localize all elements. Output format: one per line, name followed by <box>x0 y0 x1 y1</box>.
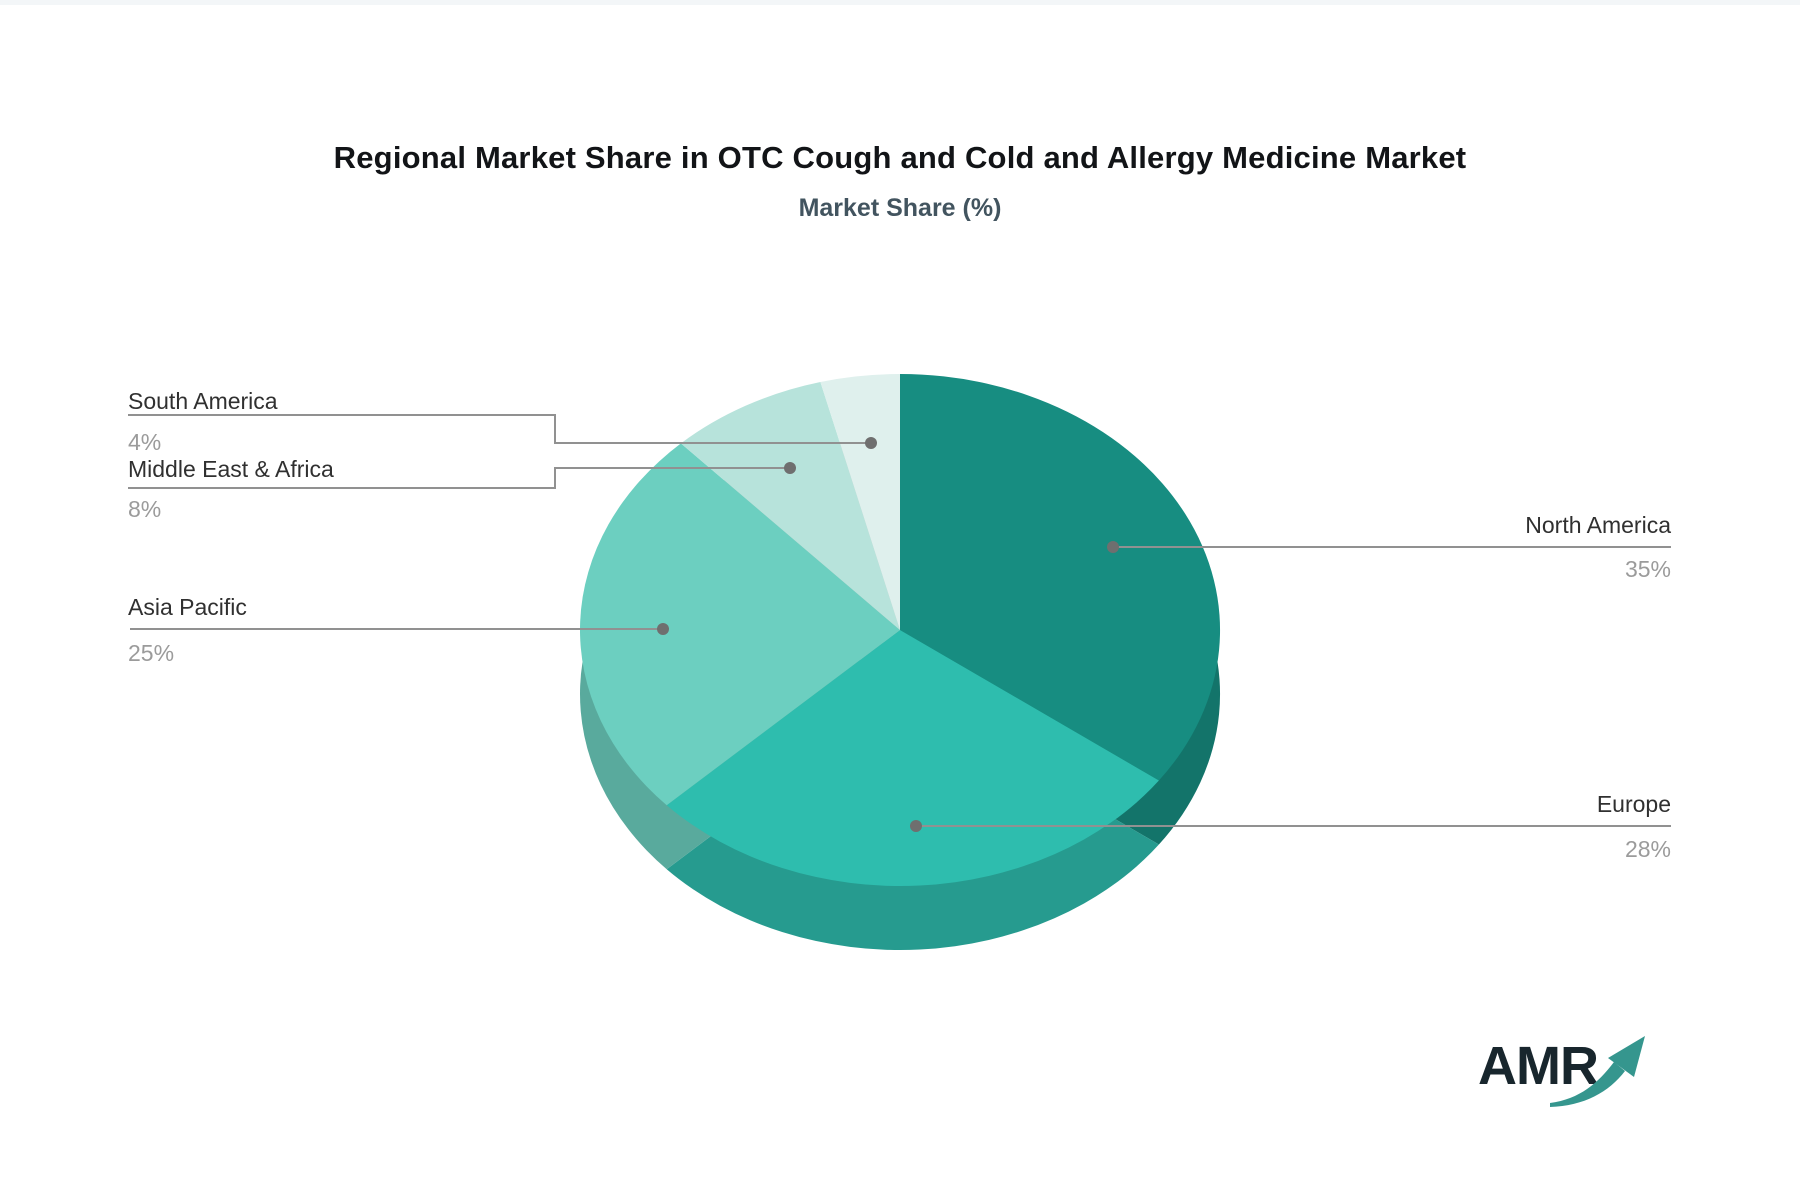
callout-label: North America <box>1525 512 1671 538</box>
leader-dot-asia-pacific <box>657 623 669 635</box>
callout-lines <box>128 414 1671 827</box>
callout-value: 8% <box>128 496 162 522</box>
callout-north-america-value: 35% <box>1625 556 1671 583</box>
pie-slice-europe <box>666 630 1159 887</box>
chart-subtitle: Market Share (%) <box>798 194 1002 222</box>
callout-label: Europe <box>1596 791 1671 817</box>
callout-middle-east-africa-value: 8% <box>128 496 161 523</box>
pie-slice-south-america <box>820 373 900 630</box>
callout-europe: Europe <box>1597 791 1671 818</box>
callout-value: 25% <box>128 640 175 666</box>
callout-europe-value: 28% <box>1625 836 1671 863</box>
pie-slice-asia-pacific <box>580 443 900 806</box>
callout-north-america: North America <box>1525 512 1671 539</box>
callout-value: 4% <box>128 429 162 455</box>
leader-dot-south-america <box>865 437 877 449</box>
callout-value: 35% <box>1624 556 1671 582</box>
amr-logo-text: AMR <box>1478 1036 1599 1096</box>
top-border <box>0 0 1800 5</box>
callout-south-america-value: 4% <box>128 429 161 456</box>
leader-line-south-america <box>128 414 871 444</box>
pie-slice-north-america <box>900 374 1221 781</box>
callout-label: Asia Pacific <box>128 594 247 620</box>
leader-dot-middle-east-africa <box>784 462 796 474</box>
leader-dot-europe <box>910 820 922 832</box>
leader-dot-north-america <box>1107 541 1119 553</box>
pie-3d <box>580 373 1221 951</box>
callout-label: Middle East & Africa <box>128 456 334 482</box>
chart-title: Regional Market Share in OTC Cough and C… <box>333 140 1467 175</box>
callout-value: 28% <box>1624 836 1671 862</box>
callout-asia-pacific-value: 25% <box>128 640 174 667</box>
amr-logo: AMR <box>1478 1035 1678 1125</box>
callout-label: South America <box>128 388 278 414</box>
leader-line-middle-east-africa <box>128 467 790 489</box>
callout-middle-east-africa: Middle East & Africa <box>128 456 334 483</box>
callout-dots <box>657 437 1119 832</box>
callout-asia-pacific: Asia Pacific <box>128 594 247 621</box>
amr-arrow-icon <box>1550 1036 1645 1107</box>
callout-south-america: South America <box>128 388 278 415</box>
